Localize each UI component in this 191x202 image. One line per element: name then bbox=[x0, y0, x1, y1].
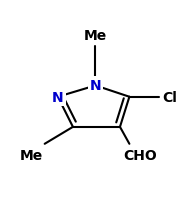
Text: Me: Me bbox=[84, 28, 107, 42]
Text: Cl: Cl bbox=[162, 90, 177, 104]
Text: CHO: CHO bbox=[123, 148, 157, 162]
Text: N: N bbox=[90, 79, 101, 93]
Text: N: N bbox=[52, 90, 64, 104]
Text: Me: Me bbox=[20, 148, 43, 162]
